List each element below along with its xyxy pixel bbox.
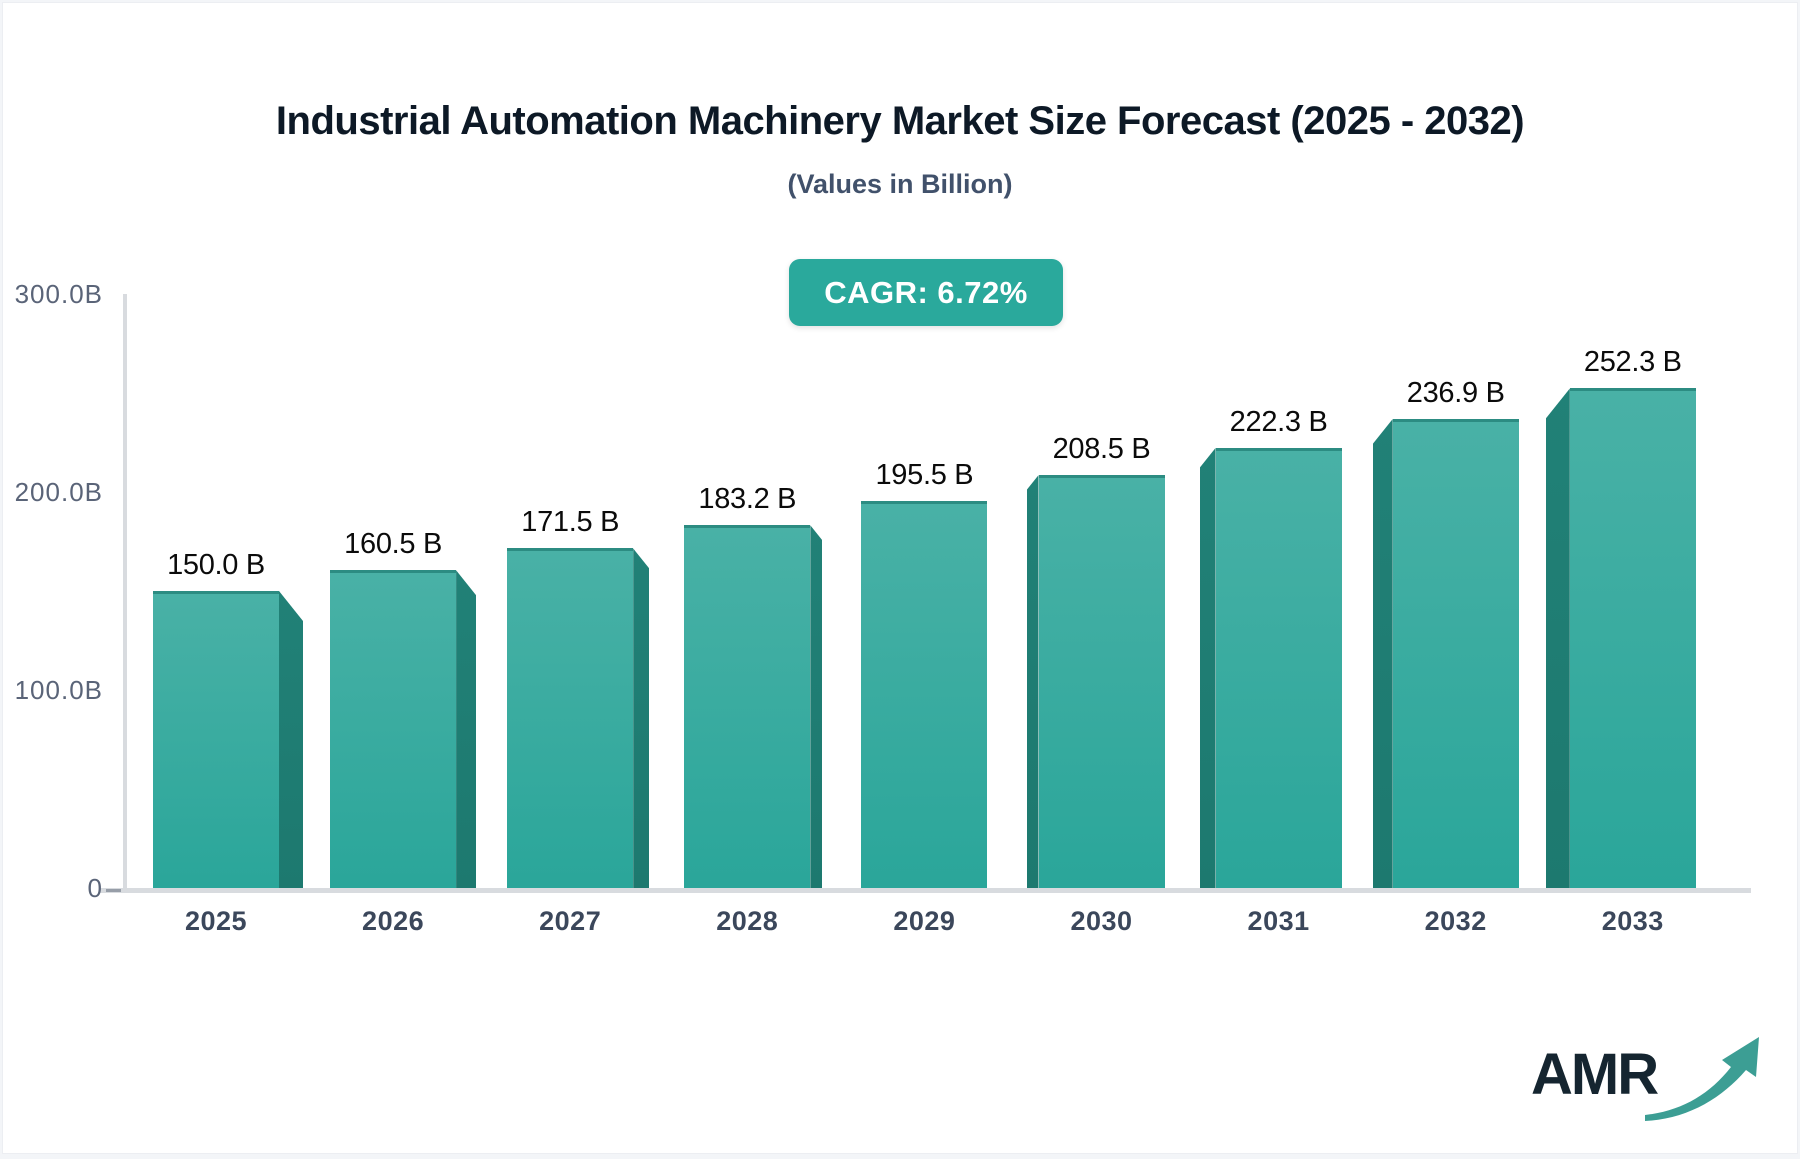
y-tick-label: 300.0B [14, 279, 103, 309]
bar-2027 [507, 548, 634, 888]
y-tick-label: 200.0B [14, 477, 103, 507]
amr-logo-text: AMR [1531, 1042, 1659, 1107]
bar-2028 [684, 525, 811, 888]
bar-value-label-2025: 150.0 B [167, 549, 265, 581]
x-tick-label-2028: 2028 [716, 906, 779, 936]
amr-logo: AMR [1531, 1037, 1759, 1131]
bar-value-label-2027: 171.5 B [521, 506, 620, 539]
bar-2029 [861, 500, 988, 888]
x-tick-label-2029: 2029 [893, 906, 956, 936]
y-tick-label: 100.0B [14, 675, 103, 705]
x-tick-label-2031: 2031 [1247, 906, 1310, 936]
bar-side-2026 [456, 570, 477, 888]
bar-side-2031 [1199, 447, 1216, 888]
bar-value-label-2030: 208.5 B [1052, 433, 1151, 466]
bar-2030 [1038, 475, 1165, 888]
bar-side-2028 [810, 525, 823, 888]
x-tick-label-2030: 2030 [1070, 906, 1133, 936]
x-tick-label-2033: 2033 [1601, 906, 1664, 936]
bar-side-2032 [1372, 418, 1393, 888]
x-tick-label-2025: 2025 [184, 906, 248, 936]
x-tick-label-2026: 2026 [362, 906, 425, 936]
y-tick-label: 0 [87, 873, 103, 903]
growth-arrow-icon [1645, 1037, 1759, 1121]
bar-side-2030 [1026, 475, 1039, 888]
bar-2026 [330, 570, 457, 888]
bar-value-label-2028: 183.2 B [698, 483, 797, 516]
bar-value-label-2033: 252.3 B [1583, 346, 1682, 379]
page-title: Industrial Automation Machinery Market S… [275, 99, 1525, 143]
bar-side-2027 [633, 548, 650, 888]
y-axis-line [123, 294, 127, 888]
bar-chart: 300.0B 200.0B 100.0B 0 150.0 B 2025 160.5 B 202… [3, 3, 1800, 1159]
chart-subtitle: (Values in Billion) [787, 169, 1013, 199]
bar-2033 [1569, 388, 1696, 888]
y-axis-zero-tick [106, 888, 121, 892]
bar-side-2025 [279, 591, 303, 888]
bar-side-2033 [1545, 388, 1570, 888]
bar-2032 [1392, 418, 1519, 888]
bar-2031 [1215, 447, 1342, 888]
x-axis-line [99, 888, 1751, 893]
bar-value-label-2032: 236.9 B [1406, 376, 1505, 409]
cagr-badge: CAGR: 6.72% [789, 259, 1063, 326]
bar-value-label-2031: 222.3 B [1229, 405, 1328, 438]
x-tick-label-2032: 2032 [1424, 906, 1487, 936]
bar-value-label-2029: 195.5 B [875, 458, 974, 491]
bar-value-label-2026: 160.5 B [344, 528, 443, 561]
x-tick-label-2027: 2027 [539, 906, 602, 936]
bar-2025 [153, 591, 279, 888]
